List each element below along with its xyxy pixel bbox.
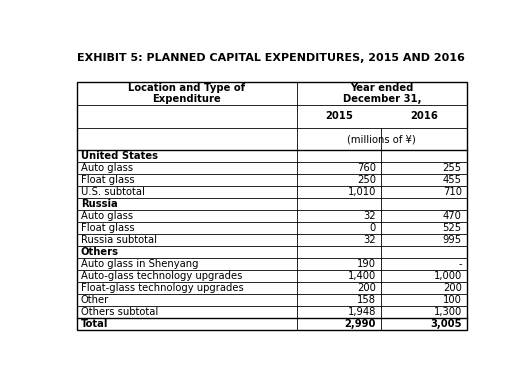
Text: Others: Others [81, 247, 119, 257]
Text: Float glass: Float glass [81, 223, 134, 233]
Text: 0: 0 [370, 223, 376, 233]
Text: 2015: 2015 [325, 111, 353, 121]
Text: U.S. subtotal: U.S. subtotal [81, 187, 145, 197]
Text: 525: 525 [443, 223, 462, 233]
Text: United States: United States [81, 151, 157, 161]
Text: (millions of ¥): (millions of ¥) [348, 134, 416, 144]
Text: 200: 200 [357, 283, 376, 293]
Text: 32: 32 [364, 211, 376, 221]
Text: Auto glass: Auto glass [81, 163, 132, 173]
Text: -: - [458, 259, 462, 269]
Text: 190: 190 [357, 259, 376, 269]
Text: 3,005: 3,005 [430, 319, 462, 329]
Text: 760: 760 [357, 163, 376, 173]
Text: 100: 100 [443, 295, 462, 305]
Text: EXHIBIT 5: PLANNED CAPITAL EXPENDITURES, 2015 AND 2016: EXHIBIT 5: PLANNED CAPITAL EXPENDITURES,… [76, 53, 464, 63]
Text: Others subtotal: Others subtotal [81, 307, 158, 317]
Text: 1,300: 1,300 [434, 307, 462, 317]
Text: 32: 32 [364, 235, 376, 245]
Text: 200: 200 [443, 283, 462, 293]
Text: 1,010: 1,010 [348, 187, 376, 197]
Text: 2016: 2016 [410, 111, 438, 121]
Text: 158: 158 [357, 295, 376, 305]
Text: Float glass: Float glass [81, 175, 134, 185]
Text: Year ended
December 31,: Year ended December 31, [342, 83, 421, 104]
Text: Auto glass in Shenyang: Auto glass in Shenyang [81, 259, 198, 269]
Text: 710: 710 [443, 187, 462, 197]
Text: Float-glass technology upgrades: Float-glass technology upgrades [81, 283, 243, 293]
Text: 1,948: 1,948 [348, 307, 376, 317]
Text: 995: 995 [443, 235, 462, 245]
Text: 2,990: 2,990 [344, 319, 376, 329]
Text: Russia subtotal: Russia subtotal [81, 235, 157, 245]
Text: 1,000: 1,000 [434, 271, 462, 281]
Text: 1,400: 1,400 [348, 271, 376, 281]
Text: 250: 250 [357, 175, 376, 185]
Text: Russia: Russia [81, 199, 117, 209]
Text: Location and Type of
Expenditure: Location and Type of Expenditure [128, 83, 245, 104]
Text: Auto-glass technology upgrades: Auto-glass technology upgrades [81, 271, 242, 281]
Text: 255: 255 [443, 163, 462, 173]
Text: Total: Total [81, 319, 108, 329]
Text: 455: 455 [443, 175, 462, 185]
Text: Auto glass: Auto glass [81, 211, 132, 221]
Text: 470: 470 [443, 211, 462, 221]
Text: Other: Other [81, 295, 109, 305]
